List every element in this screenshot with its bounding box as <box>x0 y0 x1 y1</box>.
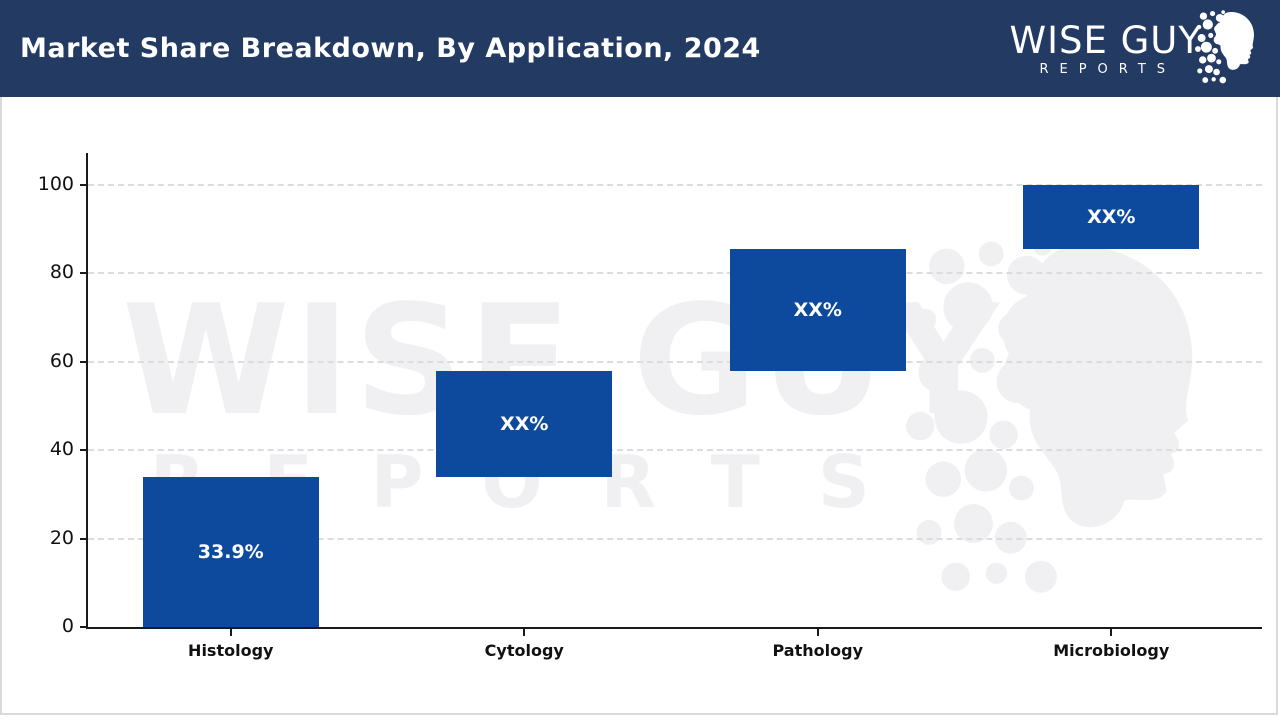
y-tick-label: 0 <box>61 615 74 637</box>
title-bar: Market Share Breakdown, By Application, … <box>0 0 1280 97</box>
logo-subtitle: REPORTS <box>1039 62 1177 77</box>
waterfall-bar: 33.9% <box>142 477 319 627</box>
y-tick-label: 60 <box>49 349 74 372</box>
x-tick-mark <box>229 629 232 636</box>
waterfall-bar: XX% <box>1023 185 1200 250</box>
x-tick-mark <box>816 629 819 636</box>
x-category-label: Histology <box>188 641 274 660</box>
y-tick-mark <box>80 449 87 452</box>
bar-value-label: XX% <box>1087 206 1136 229</box>
waterfall-bar: XX% <box>729 249 906 371</box>
y-tick-mark <box>80 184 87 186</box>
y-tick-mark <box>80 360 87 363</box>
x-category-label: Pathology <box>772 641 863 660</box>
x-axis <box>86 627 1262 629</box>
y-tick-label: 80 <box>49 261 74 284</box>
y-tick-mark <box>80 272 87 275</box>
logo-wordmark: WISE GUY <box>1009 19 1202 62</box>
y-tick-mark <box>80 626 87 628</box>
bar-value-label: XX% <box>793 298 842 321</box>
bar-value-label: XX% <box>500 412 549 435</box>
x-category-label: Microbiology <box>1053 641 1170 660</box>
bar-value-label: 33.9% <box>197 541 264 564</box>
x-category-label: Cytology <box>484 641 564 660</box>
waterfall-bar: XX% <box>436 370 613 478</box>
y-gridline <box>88 537 1262 540</box>
y-tick-label: 40 <box>49 438 74 461</box>
y-gridline <box>88 184 1262 186</box>
x-tick-mark <box>523 629 526 636</box>
page-title: Market Share Breakdown, By Application, … <box>20 33 761 64</box>
x-tick-mark <box>1110 629 1113 636</box>
y-gridline <box>88 449 1262 452</box>
wise-guy-logo: WISE GUY REPORTS <box>1010 6 1266 92</box>
y-axis <box>86 153 88 629</box>
y-gridline <box>88 272 1262 275</box>
y-tick-label: 100 <box>37 173 74 195</box>
y-tick-label: 20 <box>49 526 74 549</box>
y-gridline <box>88 360 1262 363</box>
logo-text: WISE GUY REPORTS <box>1010 22 1202 76</box>
y-tick-mark <box>80 537 87 540</box>
